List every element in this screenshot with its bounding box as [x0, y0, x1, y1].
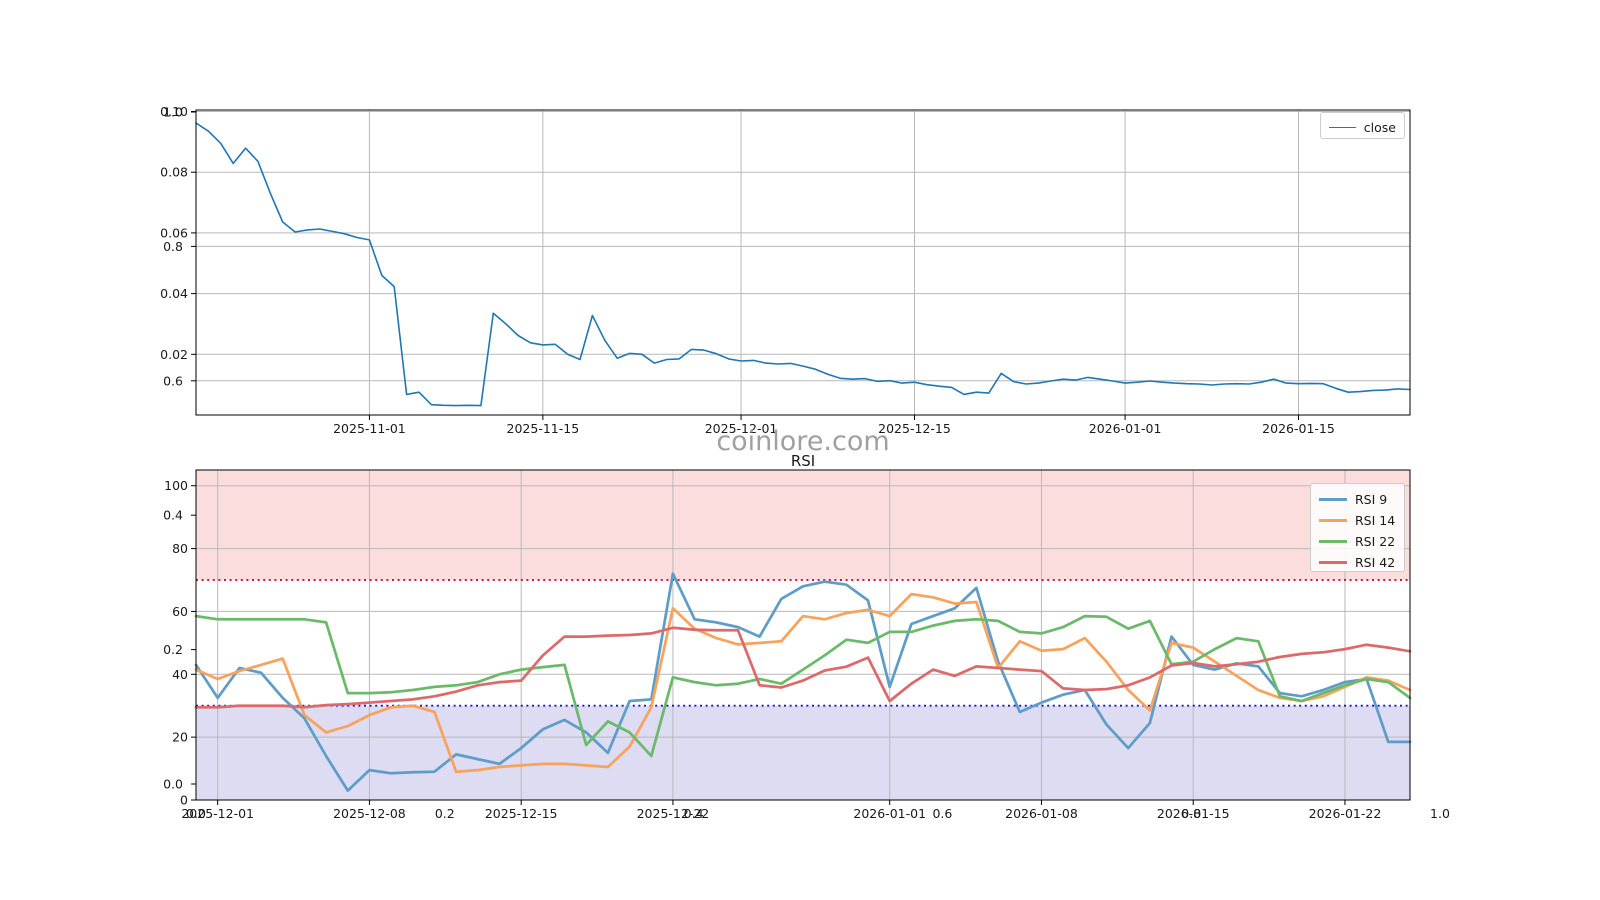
legend-label-close: close	[1363, 120, 1396, 135]
x-tick-label: 2026-01-15	[1262, 421, 1335, 436]
legend-item-rsi-42: RSI 42	[1319, 552, 1396, 573]
y-tick-label: 60	[172, 604, 188, 619]
series-rsi-22	[194, 614, 1412, 758]
y-tick-label: 0.02	[160, 347, 188, 362]
overlay-y-tick-label: 1.0	[163, 105, 183, 120]
y-tick-label: 40	[172, 667, 188, 682]
y-tick-label: 100	[164, 478, 188, 493]
x-tick-label: 2026-01-15	[1157, 806, 1230, 821]
line-swatch	[1319, 519, 1347, 522]
x-tick-label: 2026-01-08	[1005, 806, 1078, 821]
line-swatch	[1319, 498, 1347, 501]
axes-spines	[195, 109, 1411, 416]
y-tick-label: 0.06	[160, 225, 188, 240]
line-swatch	[1319, 561, 1347, 564]
x-tick-label: 2025-11-01	[333, 421, 406, 436]
overlay-y-tick-label: 0.6	[163, 373, 183, 388]
x-tick-label: 2025-11-15	[507, 421, 580, 436]
legend-item-rsi-22: RSI 22	[1319, 531, 1396, 552]
legend-item-close: close	[1329, 117, 1396, 138]
overlay-y-tick-label: 0.4	[163, 508, 183, 523]
overlay-y-tick-label: 0.8	[163, 239, 183, 254]
overlay-x-tick-label: 1.0	[1430, 806, 1450, 821]
overlay-x-tick-label: 0.2	[435, 806, 455, 821]
close-line-swatch	[1329, 127, 1356, 128]
x-tick-label: 2026-01-01	[853, 806, 926, 821]
x-tick-label: 2025-12-15	[485, 806, 558, 821]
y-tick-label: 20	[172, 730, 188, 745]
overlay-y-tick-label: 0.0	[163, 777, 183, 792]
x-tick-label: 2025-12-15	[878, 421, 951, 436]
legend-label: RSI 22	[1355, 534, 1396, 549]
y-tick-label: 0.10	[160, 104, 188, 119]
legend-label: RSI 42	[1355, 555, 1396, 570]
legend-item-rsi-9: RSI 9	[1319, 489, 1396, 510]
close-legend: close	[1320, 112, 1405, 139]
x-tick-label: 2026-01-01	[1089, 421, 1162, 436]
y-tick-label: 0.08	[160, 165, 188, 180]
series-rsi-14	[194, 592, 1412, 774]
series-rsi-42	[194, 626, 1412, 709]
rsi-subplot-title: RSI	[790, 452, 816, 470]
overlay-y-tick-label: 0.2	[163, 642, 183, 657]
y-tick-label: 80	[172, 541, 188, 556]
axes-spines	[195, 469, 1411, 801]
x-tick-label: 2025-12-01	[705, 421, 778, 436]
coinlore-watermark: coinlore.com	[716, 426, 890, 457]
overlay-x-tick-label: 0.0	[186, 806, 206, 821]
x-tick-label: 2025-12-08	[333, 806, 406, 821]
y-tick-label: 0	[180, 793, 188, 808]
oversold-band	[196, 705, 1410, 800]
x-tick-label: 2025-12-22	[637, 806, 710, 821]
x-tick-label: 2025-12-01	[181, 806, 254, 821]
series-rsi-9	[194, 572, 1412, 792]
overlay-x-tick-label: 0.6	[932, 806, 952, 821]
line-swatch	[1319, 540, 1347, 543]
series-close	[195, 122, 1411, 407]
y-tick-label: 0.04	[160, 286, 188, 301]
x-tick-label: 2026-01-22	[1309, 806, 1382, 821]
legend-label: RSI 9	[1355, 492, 1388, 507]
legend-label: RSI 14	[1355, 513, 1396, 528]
rsi-legend: RSI 9 RSI 14 RSI 22 RSI 42	[1310, 483, 1405, 572]
overlay-x-tick-label: 0.8	[1181, 806, 1201, 821]
overbought-band	[196, 470, 1410, 580]
overlay-x-tick-label: 0.4	[684, 806, 704, 821]
legend-item-rsi-14: RSI 14	[1319, 510, 1396, 531]
